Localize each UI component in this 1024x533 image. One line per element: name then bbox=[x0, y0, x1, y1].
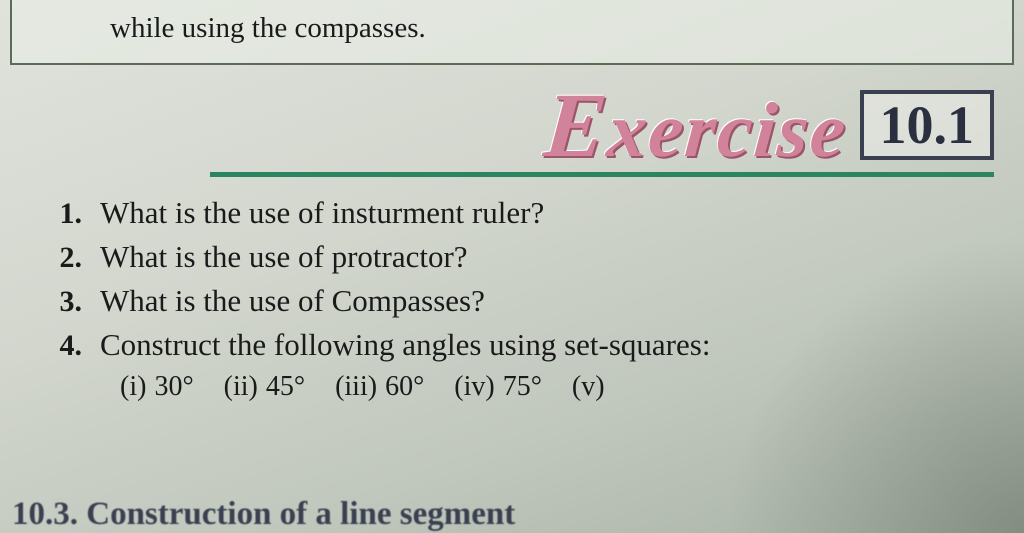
exercise-title: Exercise bbox=[541, 79, 852, 171]
question-number: 1. bbox=[50, 197, 100, 231]
question-number: 2. bbox=[50, 241, 100, 275]
option-label: (v) bbox=[572, 371, 605, 403]
textbook-page: while using the compasses. Exercise 10.1… bbox=[0, 0, 1024, 533]
option-label: (iv) bbox=[454, 371, 494, 403]
question-item: 3. What is the use of Compasses? bbox=[50, 283, 994, 319]
question-item: 2. What is the use of protractor? bbox=[50, 239, 994, 275]
option-value: 45° bbox=[266, 371, 305, 403]
previous-fragment-text: while using the compasses. bbox=[110, 12, 426, 44]
question-text: Construct the following angles using set… bbox=[100, 327, 710, 363]
option-label: (iii) bbox=[335, 371, 377, 403]
question-text: What is the use of insturment ruler? bbox=[100, 195, 544, 231]
exercise-rest: xercise bbox=[604, 86, 851, 173]
angle-options: (i) 30° (ii) 45° (iii) 60° (iv) 75° (v) bbox=[50, 371, 994, 403]
question-text: What is the use of Compasses? bbox=[100, 283, 485, 319]
exercise-heading: Exercise 10.1 bbox=[0, 75, 1024, 170]
option-label: (ii) bbox=[224, 371, 258, 403]
option-value: 60° bbox=[385, 371, 424, 403]
previous-content-box: while using the compasses. bbox=[10, 0, 1014, 65]
question-item: 1. What is the use of insturment ruler? bbox=[50, 195, 994, 231]
option-value: 30° bbox=[154, 371, 193, 403]
question-number: 3. bbox=[50, 285, 100, 319]
question-number: 4. bbox=[50, 329, 100, 363]
question-text: What is the use of protractor? bbox=[100, 239, 468, 275]
option-label: (i) bbox=[120, 371, 146, 403]
question-list: 1. What is the use of insturment ruler? … bbox=[0, 195, 1024, 403]
option-value: 75° bbox=[503, 371, 542, 403]
exercise-cap: E bbox=[541, 79, 612, 171]
exercise-number-box: 10.1 bbox=[860, 90, 995, 160]
next-section-heading: 10.3. Construction of a line segment bbox=[12, 496, 515, 533]
question-item: 4. Construct the following angles using … bbox=[50, 327, 994, 363]
